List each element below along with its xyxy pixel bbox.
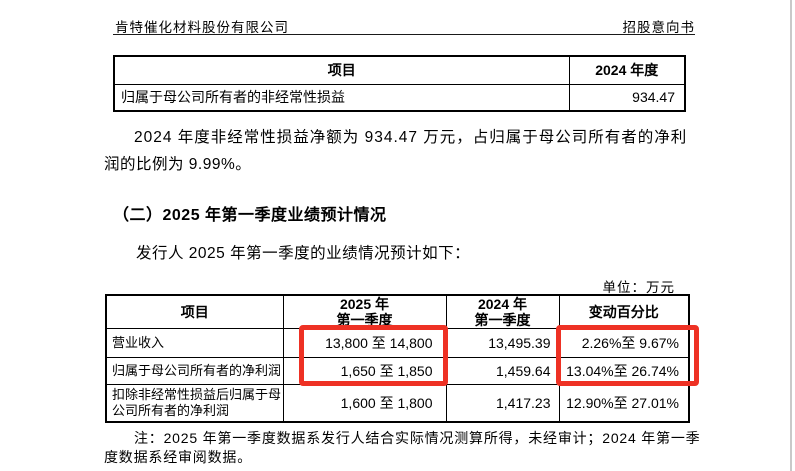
header-line: 第一季度 [336, 312, 393, 328]
cell-2024-value: 1,417.23 [445, 384, 560, 422]
table-row: 归属于母公司所有者的非经常性损益 934.47 [113, 83, 686, 112]
header-cell-item: 项目 [113, 55, 570, 85]
company-name: 肯特催化材料股份有限公司 [115, 20, 289, 35]
table-header-row: 项目 2024 年度 [113, 55, 686, 85]
page-edge-line [790, 0, 792, 471]
footnote-line: 注：2025 年第一季度数据系发行人结合实际情况测算所得，未经审计；2024 年… [134, 430, 701, 446]
header-cell-2024-q1: 2024 年 第一季度 [445, 294, 560, 329]
table-row-net-profit-excl-nonrecurring: 扣除非经常性损益后归属于母公司所有者的净利润 1,600 至 1,800 1,4… [105, 384, 690, 422]
non-recurring-items-table: 项目 2024 年度 归属于母公司所有者的非经常性损益 934.47 [113, 55, 686, 112]
row-label: 营业收入 [105, 328, 284, 358]
header-line: 第一季度 [474, 312, 531, 328]
cell-2025-value: 13,800 至 14,800 [282, 328, 447, 358]
cell-2024-value: 13,495.39 [445, 328, 560, 358]
cell-change-value: 13.04%至 26.74% [558, 357, 690, 385]
section-heading: （二）2025 年第一季度业绩预计情况 [113, 207, 387, 224]
q1-forecast-table: 项目 2025 年 第一季度 2024 年 第一季度 变动百分比 营业收入 13… [105, 294, 690, 423]
footnote-line: 度数据系经审阅数据。 [104, 449, 252, 465]
row-value: 934.47 [568, 83, 686, 112]
header-cell-period: 2024 年度 [568, 55, 686, 85]
row-label: 归属于母公司所有者的净利润 [105, 357, 284, 385]
document-type-label: 招股意向书 [622, 20, 695, 35]
header-divider [113, 34, 695, 35]
table-header-row: 项目 2025 年 第一季度 2024 年 第一季度 变动百分比 [105, 294, 690, 329]
row-label: 扣除非经常性损益后归属于母公司所有者的净利润 [105, 384, 284, 422]
row-label: 归属于母公司所有者的非经常性损益 [113, 83, 570, 112]
highlight-box-change-column [556, 325, 699, 386]
paragraph-2024-summary: 2024 年度非经常性损益净额为 934.47 万元，占归属于母公司所有者的净利… [104, 124, 696, 178]
header-line: 2024 年 [477, 296, 528, 312]
header-cell-2025-q1: 2025 年 第一季度 [282, 294, 447, 329]
cell-change-value: 12.90%至 27.01% [558, 384, 690, 422]
header-line: 2025 年 [339, 296, 390, 312]
header-cell-change-pct: 变动百分比 [558, 294, 690, 329]
highlight-box-2025-column [299, 325, 448, 386]
header-cell-item: 项目 [105, 294, 284, 329]
cell-2025-value: 1,600 至 1,800 [282, 384, 447, 422]
paragraph-intro: 发行人 2025 年第一季度的业绩情况预计如下： [136, 245, 471, 262]
paragraph-line: 2024 年度非经常性损益净额为 934.47 万元，占归属于母公司所有者的净利 [134, 129, 688, 146]
unit-label: 单位：万元 [602, 280, 675, 295]
paragraph-line: 润的比例为 9.99%。 [104, 156, 252, 173]
cell-2024-value: 1,459.64 [445, 357, 560, 385]
table-row-net-profit: 归属于母公司所有者的净利润 1,650 至 1,850 1,459.64 13.… [105, 357, 690, 385]
